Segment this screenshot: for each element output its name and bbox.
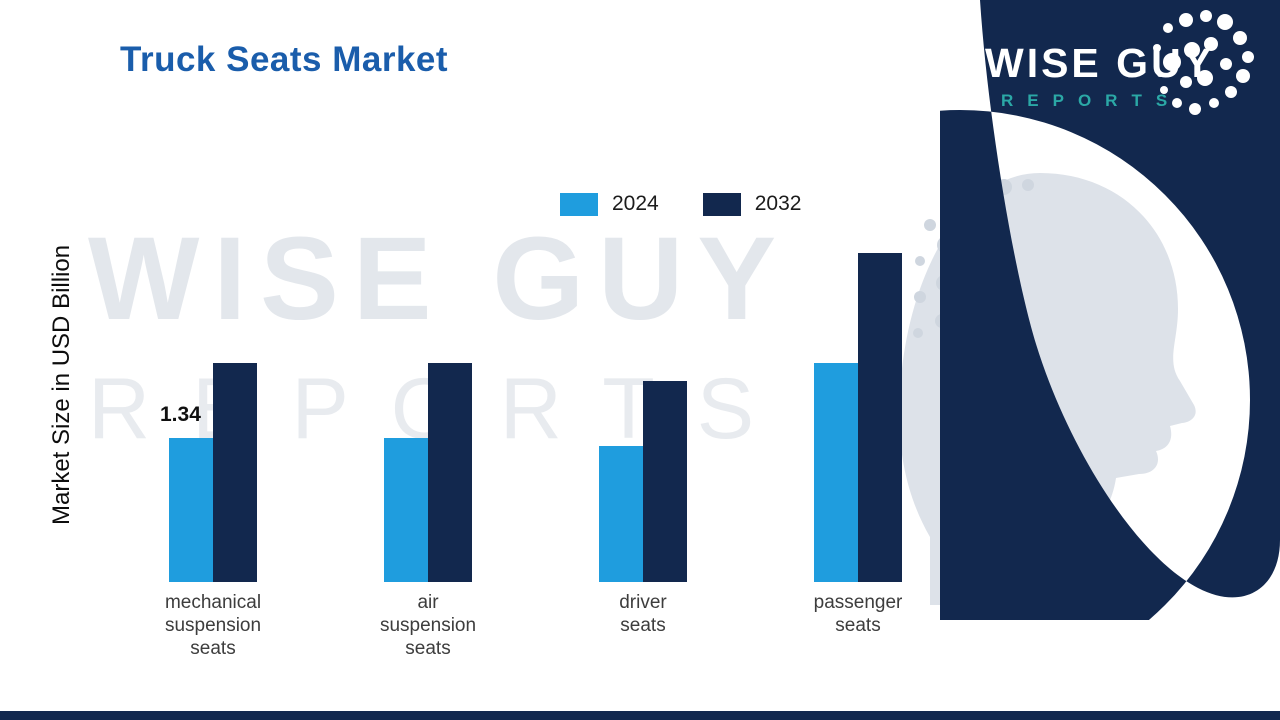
legend-item-2024: 2024 <box>560 192 659 216</box>
brand-logo: WISE GUY REPORTS <box>985 40 1214 111</box>
bar-2032-air-suspension-seats <box>428 363 472 582</box>
brand-name: WISE GUY <box>985 40 1215 86</box>
category-label: mechanical suspension seats <box>164 592 262 659</box>
bar-2024-passenger-seats <box>814 363 858 582</box>
legend-swatch-2032 <box>702 192 741 216</box>
category-label: driver seats <box>619 592 667 636</box>
legend-label-2032: 2032 <box>754 192 802 215</box>
bar-2032-passenger-seats <box>858 253 902 582</box>
bar-2032-driver-seats <box>643 381 687 582</box>
legend-swatch-2024 <box>560 192 598 216</box>
page-title: Truck Seats Market <box>120 40 449 79</box>
y-axis-label: Market Size in USD Billion <box>48 244 75 526</box>
category-label: air suspension seats <box>379 592 477 659</box>
bar-2024-driver-seats <box>599 446 643 582</box>
footer-bar <box>0 711 1280 720</box>
watermark-line1: WISE GUY <box>88 213 791 345</box>
category-label: passenger seats <box>813 592 903 636</box>
bar-2032-mechanical-suspension-seats <box>213 363 257 582</box>
bar-2024-air-suspension-seats <box>384 438 428 582</box>
dotted-head-profile-icon <box>1153 10 1254 115</box>
brand-subname: REPORTS <box>1001 91 1182 110</box>
legend: 2024 2032 <box>560 192 801 216</box>
brand-corner-shape <box>940 0 1280 620</box>
bar-2024-mechanical-suspension-seats <box>169 438 213 582</box>
data-label-mechanical-2024: 1.34 <box>160 403 201 426</box>
legend-item-2032: 2032 <box>702 192 802 216</box>
legend-label-2024: 2024 <box>612 192 659 215</box>
